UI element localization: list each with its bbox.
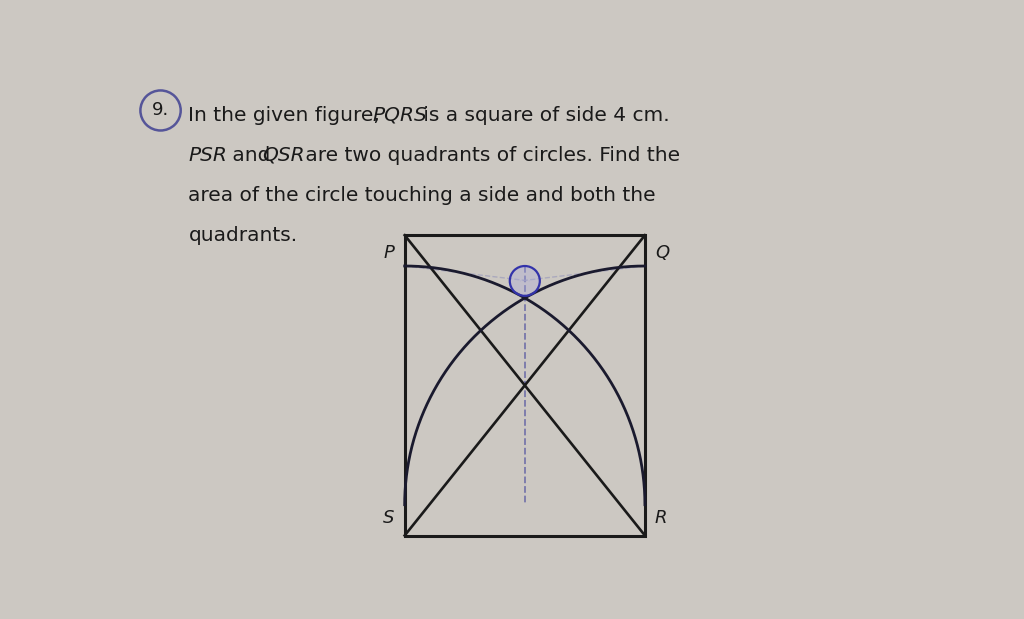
Text: Q: Q [655,244,669,262]
Text: R: R [655,509,668,527]
Text: S: S [383,509,394,527]
Text: and: and [225,146,276,165]
Text: are two quadrants of circles. Find the: are two quadrants of circles. Find the [299,146,680,165]
Text: area of the circle touching a side and both the: area of the circle touching a side and b… [188,186,656,205]
Text: PSR: PSR [188,146,227,165]
Circle shape [510,266,540,296]
Text: 9.: 9. [152,102,169,119]
Text: quadrants.: quadrants. [188,226,298,245]
Text: P: P [384,244,394,262]
Text: In the given figure,: In the given figure, [188,106,387,125]
Text: PQRS: PQRS [373,106,428,125]
Text: QSR: QSR [262,146,305,165]
Text: is a square of side 4 cm.: is a square of side 4 cm. [417,106,670,125]
